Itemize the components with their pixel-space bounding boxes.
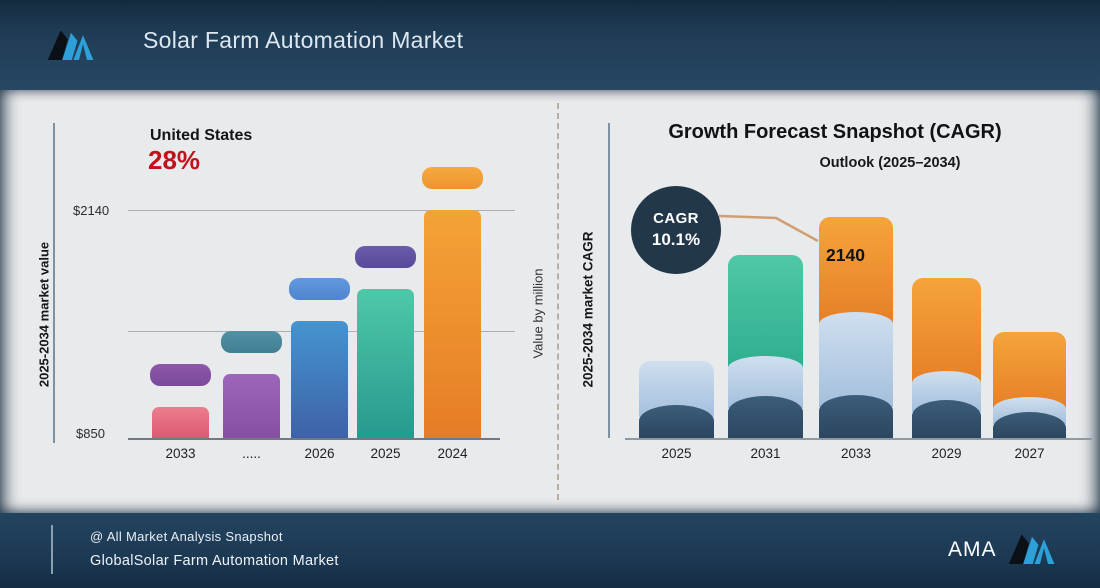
x-tick-2033: 2033 bbox=[165, 446, 196, 461]
x-tick-2024: 2024 bbox=[437, 446, 468, 461]
segment-orange-2029 bbox=[912, 278, 981, 383]
right-x-axis-line bbox=[625, 438, 1092, 440]
x-tick-2027: 2027 bbox=[1014, 446, 1045, 461]
gridline-2140 bbox=[128, 210, 515, 211]
left-x-axis-line bbox=[128, 438, 500, 440]
highlight-percentage: 28% bbox=[148, 145, 201, 175]
float-segment-2033 bbox=[150, 364, 211, 386]
cagr-badge-value: 10.1% bbox=[651, 229, 701, 249]
footer-ama-mountain-logo-icon bbox=[1008, 534, 1055, 564]
left-y-axis-line bbox=[53, 123, 55, 443]
segment-navy-2025 bbox=[639, 405, 714, 438]
bar-value-annotation: 2140 bbox=[826, 245, 865, 265]
float-segment-2024 bbox=[422, 167, 483, 189]
header-bar: Solar Farm Automation Market bbox=[0, 0, 1100, 90]
footer-note: @ All Market Analysis Snapshot bbox=[90, 529, 283, 544]
footer-brand-text: AMA bbox=[948, 538, 997, 561]
segment-navy-2027 bbox=[993, 412, 1066, 438]
region-label: United States bbox=[150, 127, 253, 144]
segment-navy-2033 bbox=[819, 395, 893, 438]
x-tick-2033: 2033 bbox=[840, 446, 872, 461]
right-y-axis-label: 2025-2034 market CAGR bbox=[580, 231, 596, 388]
bar-2025 bbox=[357, 289, 414, 438]
float-segment-2025 bbox=[355, 246, 416, 268]
charts-area: 2025-2034 market value Value by million … bbox=[0, 90, 1100, 513]
segment-navy-2031 bbox=[728, 396, 803, 438]
segment-orange-2033 bbox=[819, 217, 893, 324]
y-tick-2140: $2140 bbox=[73, 203, 110, 218]
x-tick-2026: 2026 bbox=[304, 446, 335, 461]
segment-navy-2029 bbox=[912, 400, 981, 438]
segment-green-2031 bbox=[728, 255, 803, 368]
value-by-million-label: Value by million bbox=[530, 268, 546, 359]
bar-2026 bbox=[291, 321, 348, 438]
x-tick-2029: 2029 bbox=[931, 446, 962, 461]
right-chart-title: Growth Forecast Snapshot (CAGR) bbox=[668, 121, 1002, 143]
right-chart-subtitle: Outlook (2025–2034) bbox=[819, 155, 961, 171]
bar-2024 bbox=[424, 210, 481, 438]
x-tick-2025: 2025 bbox=[370, 446, 401, 461]
bar-..... bbox=[223, 374, 280, 438]
x-tick-2031: 2031 bbox=[750, 446, 781, 461]
x-tick-2025: 2025 bbox=[661, 446, 692, 461]
float-segment-..... bbox=[221, 331, 282, 353]
ama-mountain-logo-icon bbox=[47, 30, 94, 60]
cagr-badge-label: CAGR bbox=[653, 210, 699, 227]
left-y-axis-label: 2025-2034 market value bbox=[36, 241, 52, 388]
segment-orange-2027 bbox=[993, 332, 1066, 409]
segment-lightblue-2033 bbox=[819, 312, 893, 407]
x-tick-.....: ..... bbox=[242, 446, 261, 461]
cagr-badge: CAGR 10.1% bbox=[631, 186, 721, 274]
panel-divider bbox=[557, 103, 559, 500]
footer-bar: @ All Market Analysis Snapshot GlobalSol… bbox=[0, 513, 1100, 588]
right-y-axis-line bbox=[608, 123, 610, 438]
bar-2033 bbox=[152, 407, 209, 438]
y-tick-850: $850 bbox=[76, 426, 105, 441]
footer-vertical-rule bbox=[51, 525, 53, 574]
float-segment-2026 bbox=[289, 278, 350, 300]
page-title: Solar Farm Automation Market bbox=[143, 27, 464, 53]
footer-title: GlobalSolar Farm Automation Market bbox=[90, 553, 339, 569]
